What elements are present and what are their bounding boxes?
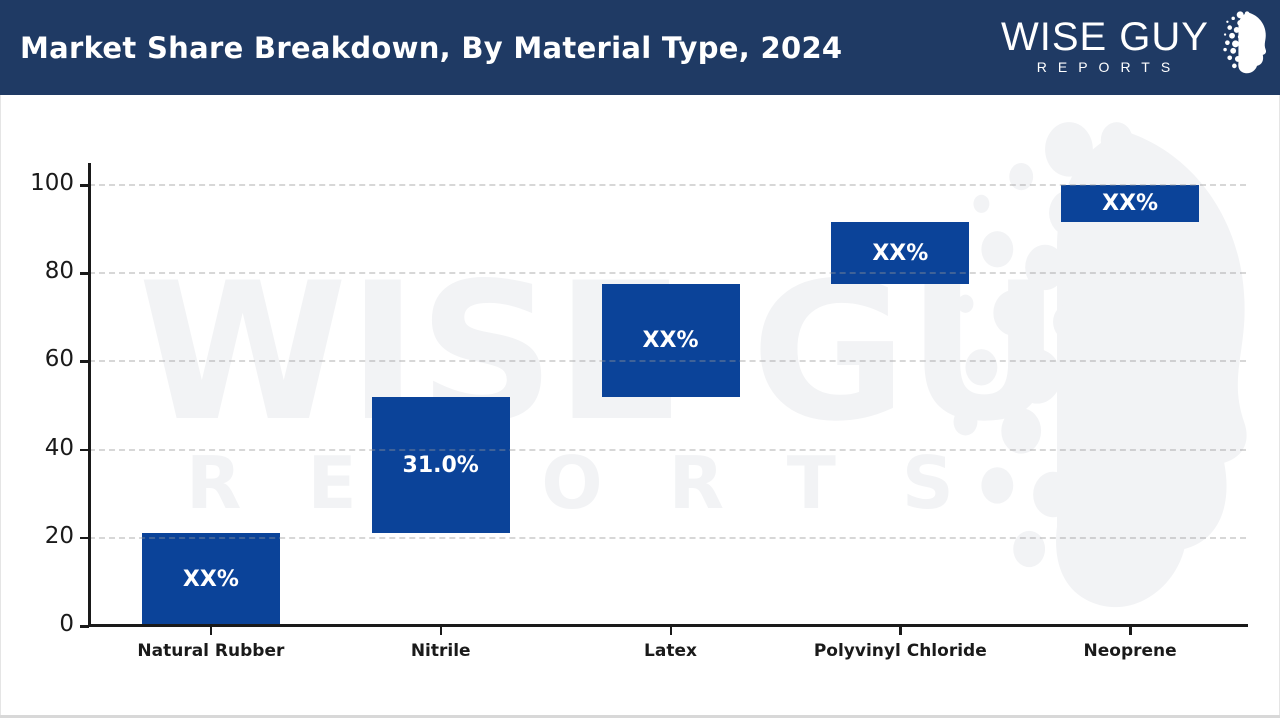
watermark-reports-text: REPORTS	[186, 441, 1020, 525]
y-tick-mark-60	[80, 360, 89, 363]
bar-value-label-polyvinyl-chloride: XX%	[872, 240, 929, 266]
y-axis-line	[88, 163, 91, 626]
x-tick-mark-nitrile	[439, 627, 443, 635]
bar-value-label-natural-rubber: XX%	[182, 567, 239, 593]
bar-polyvinyl-chloride	[831, 222, 970, 285]
x-tick-mark-natural-rubber	[209, 627, 213, 635]
chart-area: WISE GUY REPORTS 020406080100XX%Natural …	[0, 95, 1280, 720]
bar-value-label-nitrile: 31.0%	[402, 452, 479, 478]
x-tick-label-nitrile: Nitrile	[410, 641, 471, 661]
x-tick-mark-neoprene	[1129, 627, 1132, 635]
left-border	[0, 95, 1, 717]
y-tick-label-20: 20	[44, 522, 74, 549]
y-tick-label-0: 0	[59, 611, 74, 637]
x-tick-mark-polyvinyl-chloride	[899, 627, 902, 635]
bar-value-label-neoprene: XX%	[1102, 191, 1159, 217]
y-tick-mark-100	[80, 184, 89, 187]
header-bar: Market Share Breakdown, By Material Type…	[0, 0, 1280, 95]
gridline-80	[89, 272, 1246, 275]
bar-nitrile	[371, 396, 510, 534]
gridline-60	[89, 360, 1246, 363]
brand-logo: WISE GUY REPORTS	[1001, 9, 1268, 81]
brand-name: WISE GUY	[1000, 14, 1209, 59]
page-title: Market Share Breakdown, By Material Type…	[20, 30, 843, 65]
y-tick-mark-0	[80, 625, 89, 628]
gridline-20	[89, 536, 1246, 539]
x-tick-label-natural-rubber: Natural Rubber	[137, 641, 285, 661]
x-tick-label-polyvinyl-chloride: Polyvinyl Chloride	[813, 641, 987, 661]
brand-logo-text: WISE GUY REPORTS	[1001, 16, 1209, 75]
bar-latex	[601, 284, 740, 397]
watermark-face	[953, 122, 1247, 608]
y-tick-label-40: 40	[44, 434, 74, 461]
wiseguy-face-icon	[1223, 11, 1267, 74]
gridline-40	[89, 448, 1246, 451]
y-tick-label-80: 80	[44, 258, 74, 285]
brand-subtitle: REPORTS	[1036, 58, 1182, 75]
y-tick-mark-80	[80, 272, 89, 275]
bar-neoprene	[1061, 185, 1200, 223]
y-tick-mark-20	[80, 536, 89, 540]
bar-value-label-latex: XX%	[642, 327, 699, 353]
x-tick-mark-latex	[669, 627, 672, 635]
x-tick-label-neoprene: Neoprene	[1083, 641, 1177, 661]
y-tick-label-60: 60	[44, 346, 74, 373]
y-tick-mark-40	[80, 448, 89, 452]
x-tick-label-latex: Latex	[644, 641, 697, 661]
bottom-border	[0, 715, 1280, 718]
gridline-100	[89, 184, 1246, 186]
bar-natural-rubber	[141, 533, 280, 626]
x-axis-line	[88, 624, 1248, 627]
y-tick-label-100: 100	[30, 170, 74, 196]
